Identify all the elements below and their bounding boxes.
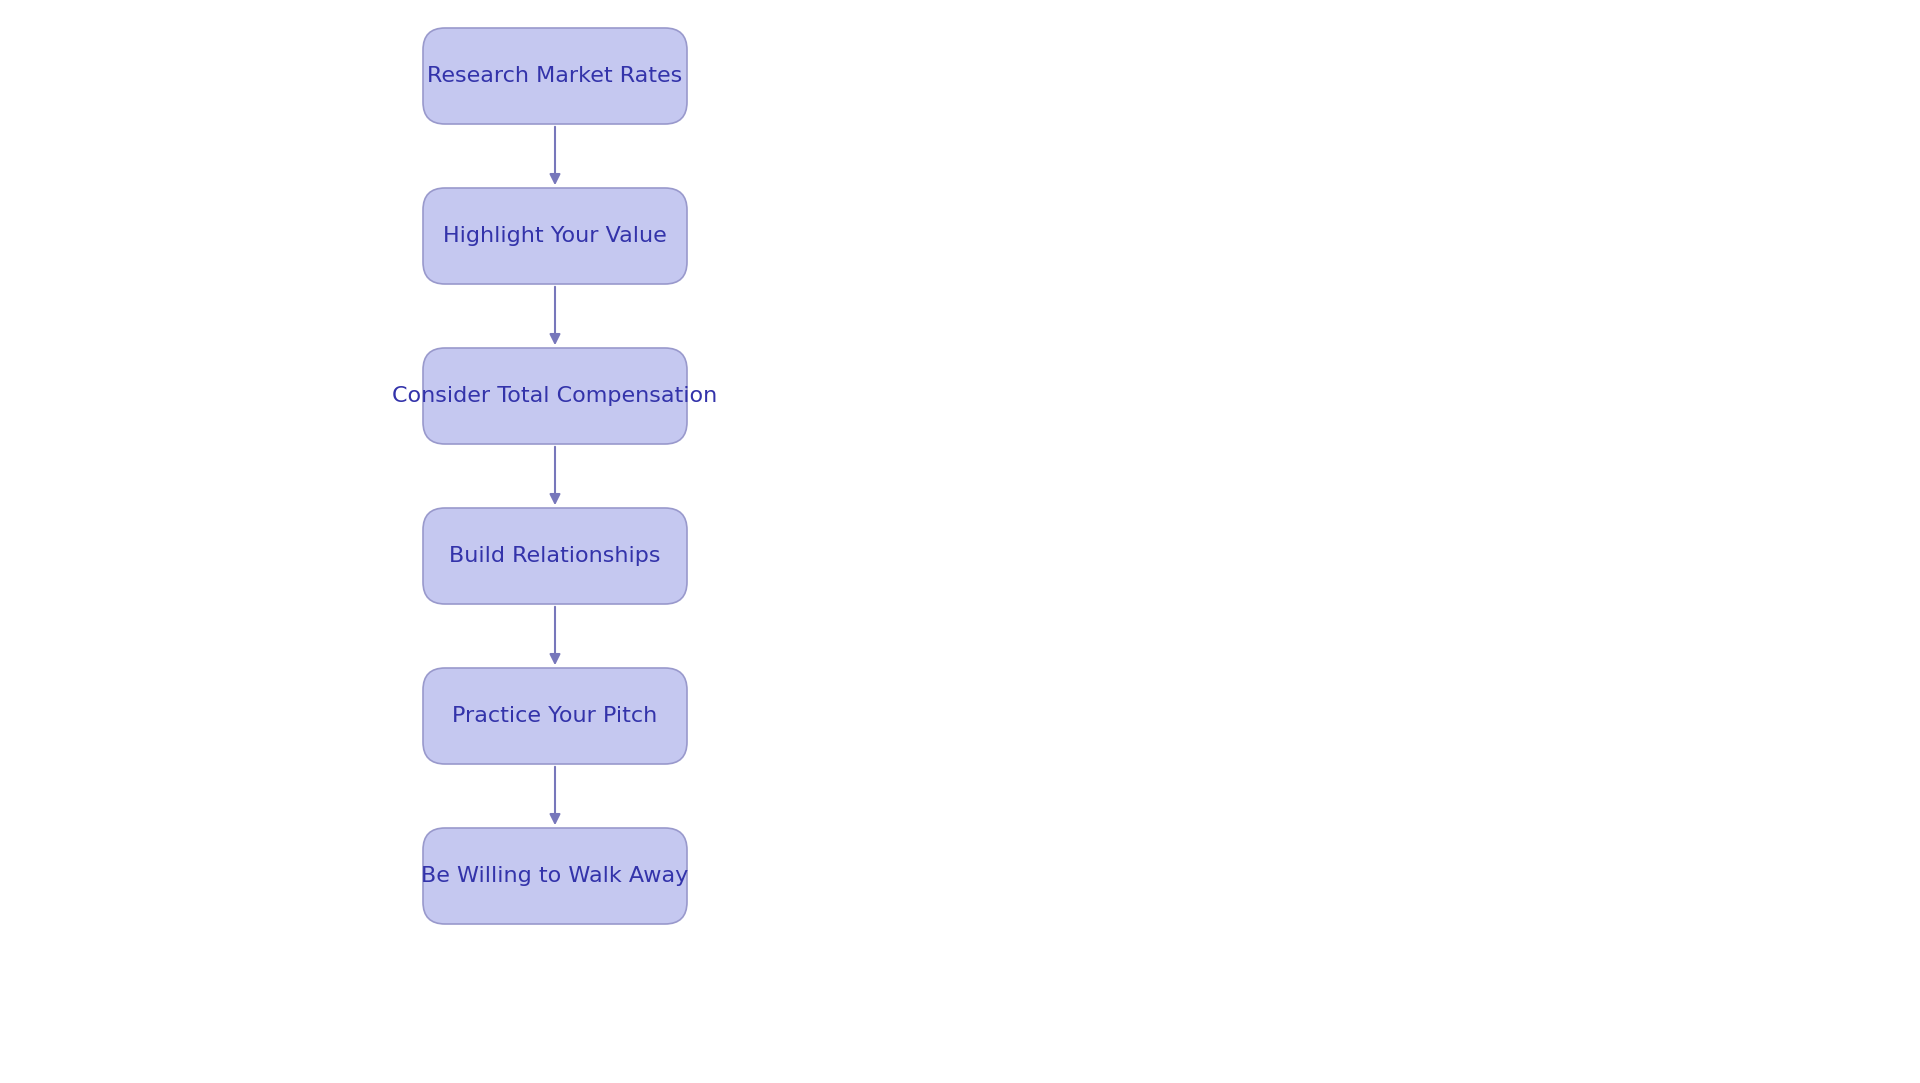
Text: Build Relationships: Build Relationships [449,546,660,566]
FancyBboxPatch shape [422,348,687,444]
FancyBboxPatch shape [422,668,687,764]
FancyBboxPatch shape [422,188,687,284]
FancyBboxPatch shape [422,828,687,924]
FancyBboxPatch shape [422,28,687,123]
Text: Highlight Your Value: Highlight Your Value [444,226,666,246]
Text: Research Market Rates: Research Market Rates [428,66,684,86]
Text: Be Willing to Walk Away: Be Willing to Walk Away [420,866,689,886]
Text: Consider Total Compensation: Consider Total Compensation [392,386,718,406]
Text: Practice Your Pitch: Practice Your Pitch [453,706,659,726]
FancyBboxPatch shape [422,508,687,604]
